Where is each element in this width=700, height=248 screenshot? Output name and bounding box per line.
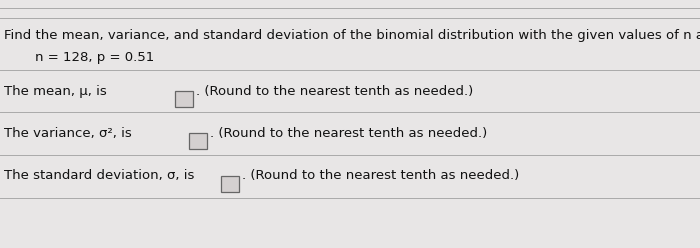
Text: Find the mean, variance, and standard deviation of the binomial distribution wit: Find the mean, variance, and standard de…	[4, 29, 700, 41]
Text: . (Round to the nearest tenth as needed.): . (Round to the nearest tenth as needed.…	[242, 169, 519, 183]
Text: . (Round to the nearest tenth as needed.): . (Round to the nearest tenth as needed.…	[196, 85, 473, 97]
Text: The mean, μ, is: The mean, μ, is	[4, 85, 106, 97]
Bar	[189, 133, 207, 149]
Text: The standard deviation, σ, is: The standard deviation, σ, is	[4, 169, 195, 183]
Text: n = 128, p = 0.51: n = 128, p = 0.51	[35, 52, 154, 64]
Text: . (Round to the nearest tenth as needed.): . (Round to the nearest tenth as needed.…	[210, 126, 487, 139]
Bar	[175, 91, 193, 107]
Bar	[221, 176, 239, 192]
Text: The variance, σ², is: The variance, σ², is	[4, 126, 132, 139]
